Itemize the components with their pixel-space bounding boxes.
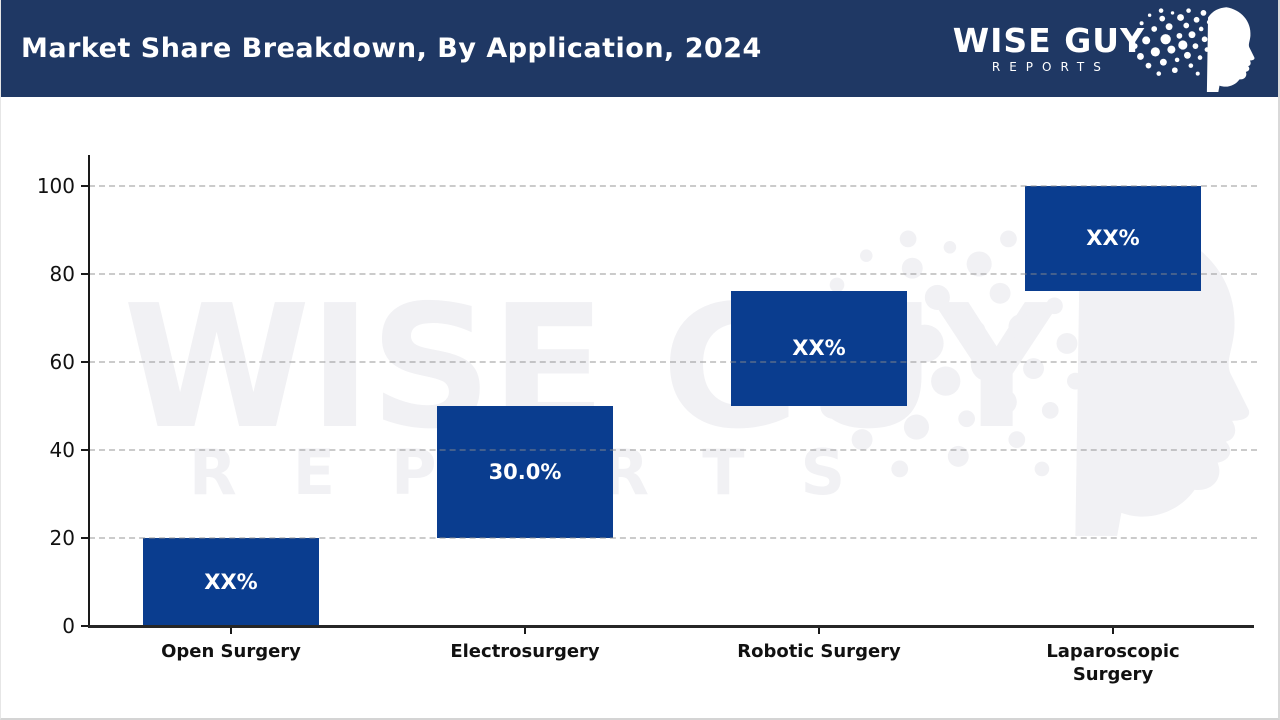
bar-value-label: XX% bbox=[204, 569, 258, 594]
logo-reports-text: REPORTS bbox=[991, 59, 1110, 74]
y-axis-tick-label: 40 bbox=[49, 437, 75, 462]
logo-brand-text: WISE GUY bbox=[952, 20, 1145, 60]
x-axis-category-label: Open Surgery bbox=[161, 641, 301, 662]
x-axis-tick bbox=[818, 628, 820, 634]
x-axis-category-label: Robotic Surgery bbox=[737, 641, 901, 662]
logo-face-icon bbox=[1131, 6, 1255, 92]
bar-segment bbox=[437, 405, 613, 538]
y-axis-tick bbox=[81, 536, 88, 539]
y-axis-tick bbox=[81, 360, 88, 363]
bar-value-label: 30.0% bbox=[488, 459, 562, 484]
logo-text: WISE GUY REPORTS bbox=[953, 24, 1145, 74]
y-axis-line bbox=[88, 154, 90, 628]
wise-guy-logo: WISE GUY REPORTS bbox=[953, 6, 1255, 92]
header-bar: Market Share Breakdown, By Application, … bbox=[1, 0, 1278, 97]
x-axis-tick bbox=[524, 628, 526, 634]
x-axis-category-label: Laparoscopic Surgery bbox=[1046, 641, 1180, 685]
y-axis-tick-label: 20 bbox=[49, 525, 75, 550]
x-axis-line bbox=[88, 625, 1254, 628]
y-axis-tick bbox=[81, 184, 88, 187]
x-axis-category-label: Electrosurgery bbox=[450, 641, 600, 662]
y-axis-tick bbox=[81, 272, 88, 275]
x-axis-tick bbox=[1112, 628, 1114, 634]
y-axis-tick-label: 80 bbox=[49, 261, 75, 286]
y-axis-tick-label: 60 bbox=[49, 349, 75, 374]
x-axis-tick bbox=[230, 628, 232, 634]
y-axis-tick-label: 0 bbox=[62, 614, 75, 638]
bar-segment bbox=[143, 537, 319, 626]
y-axis-tick-label: 100 bbox=[36, 173, 75, 198]
bar-value-label: XX% bbox=[792, 336, 846, 361]
chart-title: Market Share Breakdown, By Application, … bbox=[21, 33, 762, 64]
y-axis-tick bbox=[81, 448, 88, 451]
bar-segment bbox=[1025, 185, 1201, 292]
bar-value-label: XX% bbox=[1086, 226, 1140, 251]
y-axis-tick bbox=[81, 625, 88, 627]
bar-segment bbox=[731, 291, 907, 406]
